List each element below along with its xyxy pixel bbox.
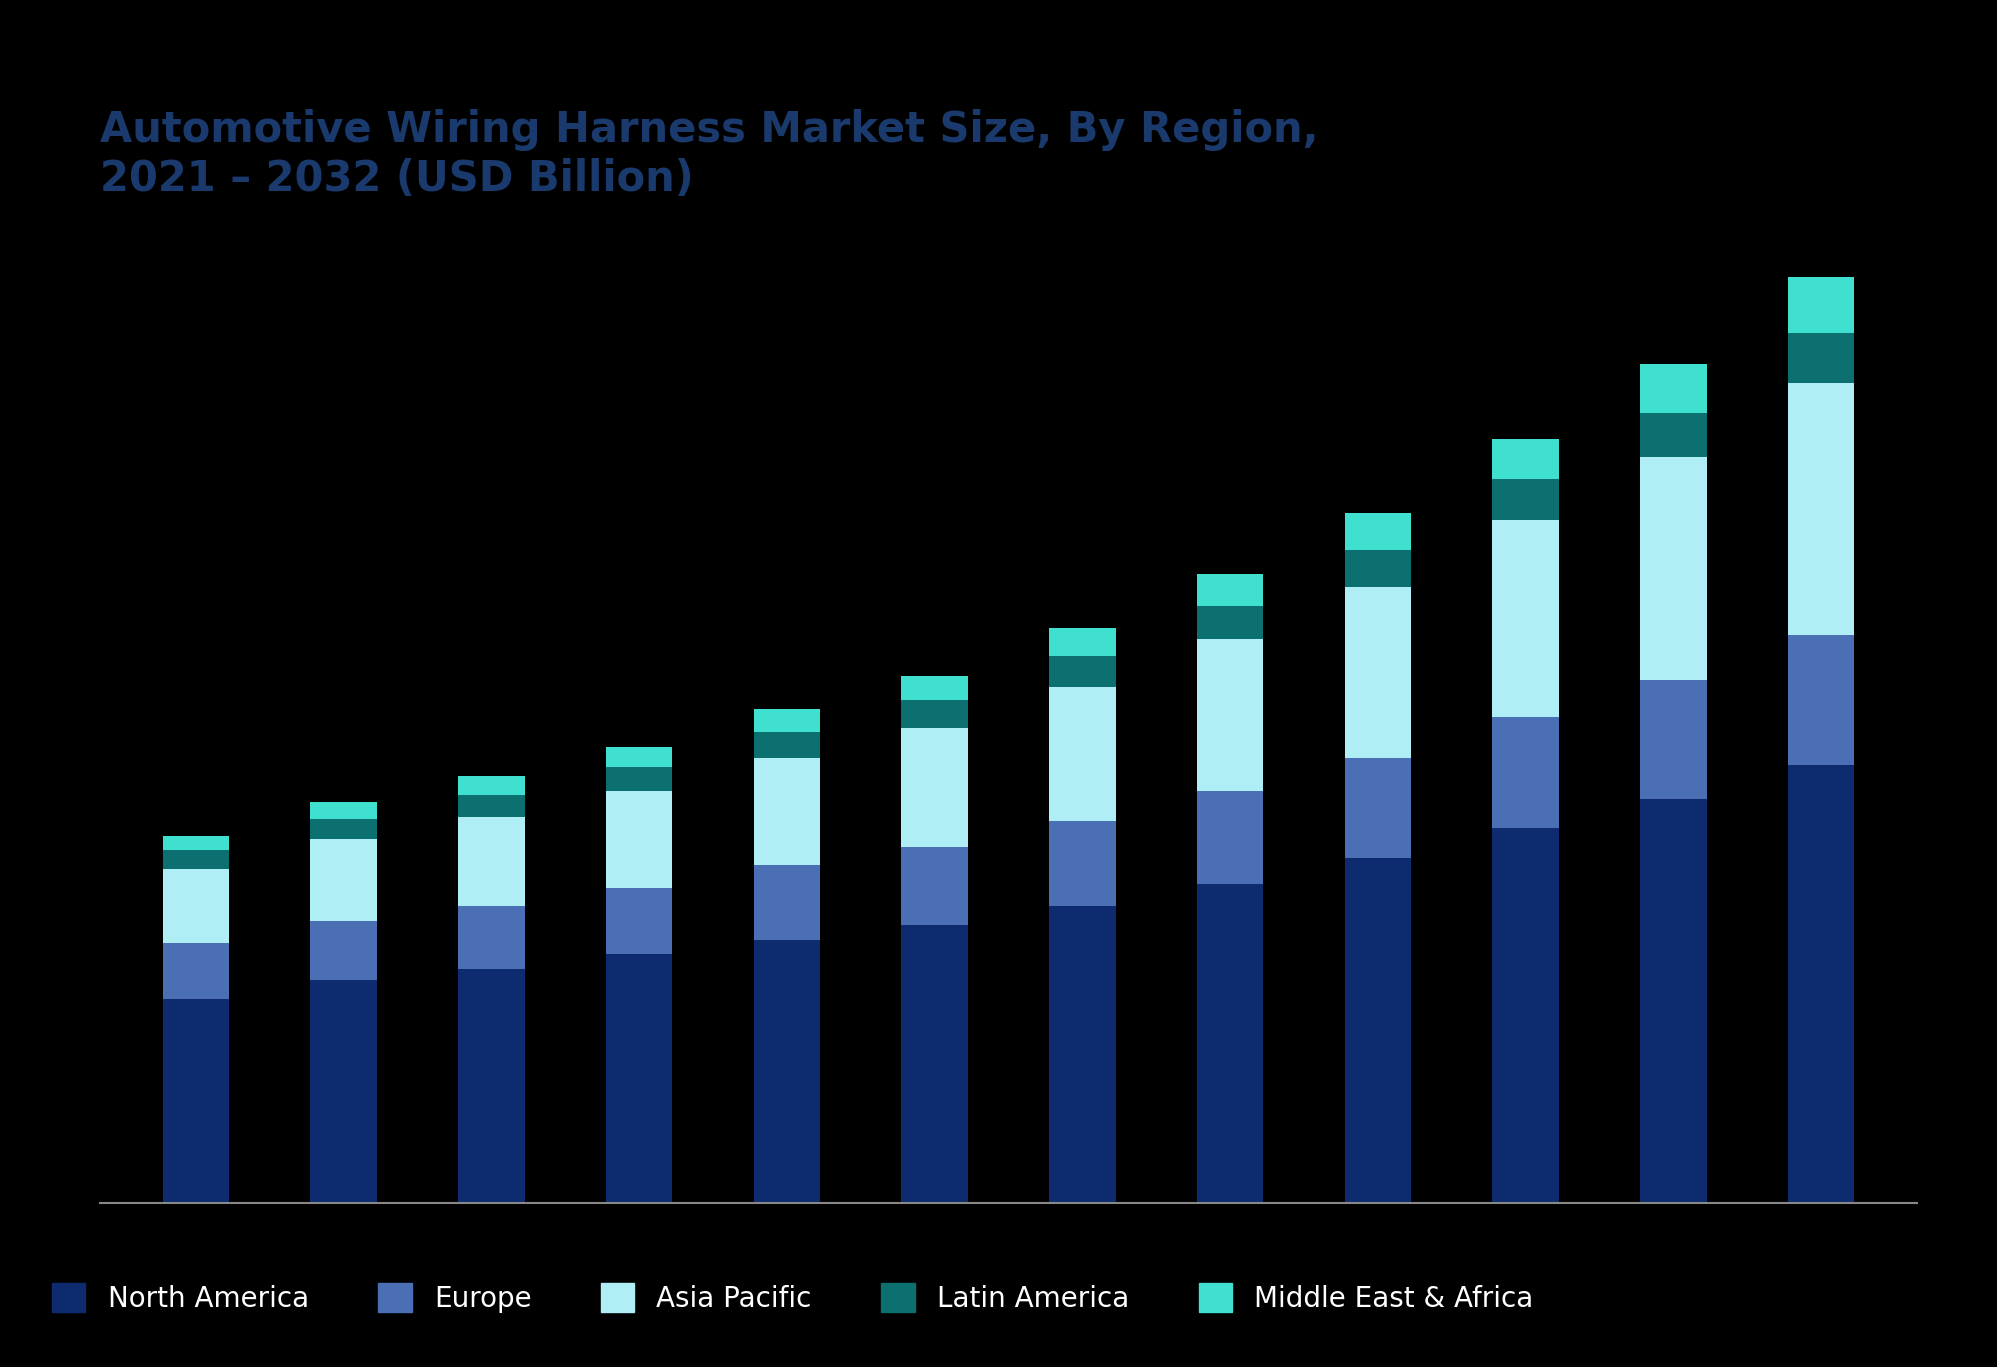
Bar bbox=[1344, 550, 1412, 586]
Bar bbox=[162, 869, 230, 943]
Bar bbox=[310, 839, 377, 921]
Bar bbox=[1344, 757, 1412, 858]
Bar bbox=[901, 677, 969, 700]
Bar bbox=[457, 906, 525, 969]
Bar bbox=[605, 746, 673, 767]
Bar bbox=[1048, 627, 1116, 656]
Bar bbox=[1492, 521, 1560, 716]
Bar bbox=[1640, 798, 1707, 1203]
Bar bbox=[1196, 884, 1264, 1203]
Bar bbox=[1492, 828, 1560, 1203]
Bar bbox=[1787, 766, 1855, 1203]
Bar bbox=[901, 924, 969, 1203]
Bar bbox=[1640, 457, 1707, 679]
Bar bbox=[1048, 906, 1116, 1203]
Bar bbox=[753, 939, 821, 1203]
Bar bbox=[901, 846, 969, 924]
Bar bbox=[1344, 586, 1412, 757]
Bar bbox=[1048, 820, 1116, 906]
Bar bbox=[1787, 383, 1855, 636]
Bar bbox=[1492, 480, 1560, 521]
Bar bbox=[162, 943, 230, 999]
Bar bbox=[162, 835, 230, 850]
Bar bbox=[1196, 574, 1264, 606]
Bar bbox=[457, 817, 525, 906]
Bar bbox=[753, 709, 821, 731]
Bar bbox=[1492, 716, 1560, 828]
Bar bbox=[901, 700, 969, 729]
Legend: North America, Europe, Asia Pacific, Latin America, Middle East & Africa: North America, Europe, Asia Pacific, Lat… bbox=[42, 1273, 1544, 1325]
Bar bbox=[901, 729, 969, 846]
Bar bbox=[1787, 278, 1855, 332]
Bar bbox=[457, 969, 525, 1203]
Bar bbox=[1640, 365, 1707, 413]
Bar bbox=[1196, 606, 1264, 638]
Bar bbox=[1196, 791, 1264, 884]
Bar bbox=[457, 776, 525, 794]
Bar bbox=[310, 980, 377, 1203]
Bar bbox=[1492, 439, 1560, 480]
Bar bbox=[1640, 413, 1707, 457]
Bar bbox=[457, 794, 525, 817]
Bar bbox=[753, 731, 821, 757]
Bar bbox=[1048, 656, 1116, 688]
Bar bbox=[753, 757, 821, 865]
Bar bbox=[1196, 638, 1264, 791]
Bar bbox=[310, 921, 377, 980]
Bar bbox=[753, 865, 821, 939]
Bar bbox=[1048, 688, 1116, 820]
Bar bbox=[605, 791, 673, 887]
Bar bbox=[162, 850, 230, 869]
Bar bbox=[605, 954, 673, 1203]
Text: Automotive Wiring Harness Market Size, By Region,
2021 – 2032 (USD Billion): Automotive Wiring Harness Market Size, B… bbox=[100, 109, 1318, 200]
Bar bbox=[605, 887, 673, 954]
Bar bbox=[1344, 858, 1412, 1203]
Bar bbox=[1787, 636, 1855, 766]
Bar bbox=[310, 819, 377, 839]
Bar bbox=[1344, 513, 1412, 550]
Bar bbox=[1640, 679, 1707, 798]
Bar bbox=[162, 999, 230, 1203]
Bar bbox=[310, 802, 377, 819]
Bar bbox=[1787, 332, 1855, 383]
Bar bbox=[605, 767, 673, 791]
